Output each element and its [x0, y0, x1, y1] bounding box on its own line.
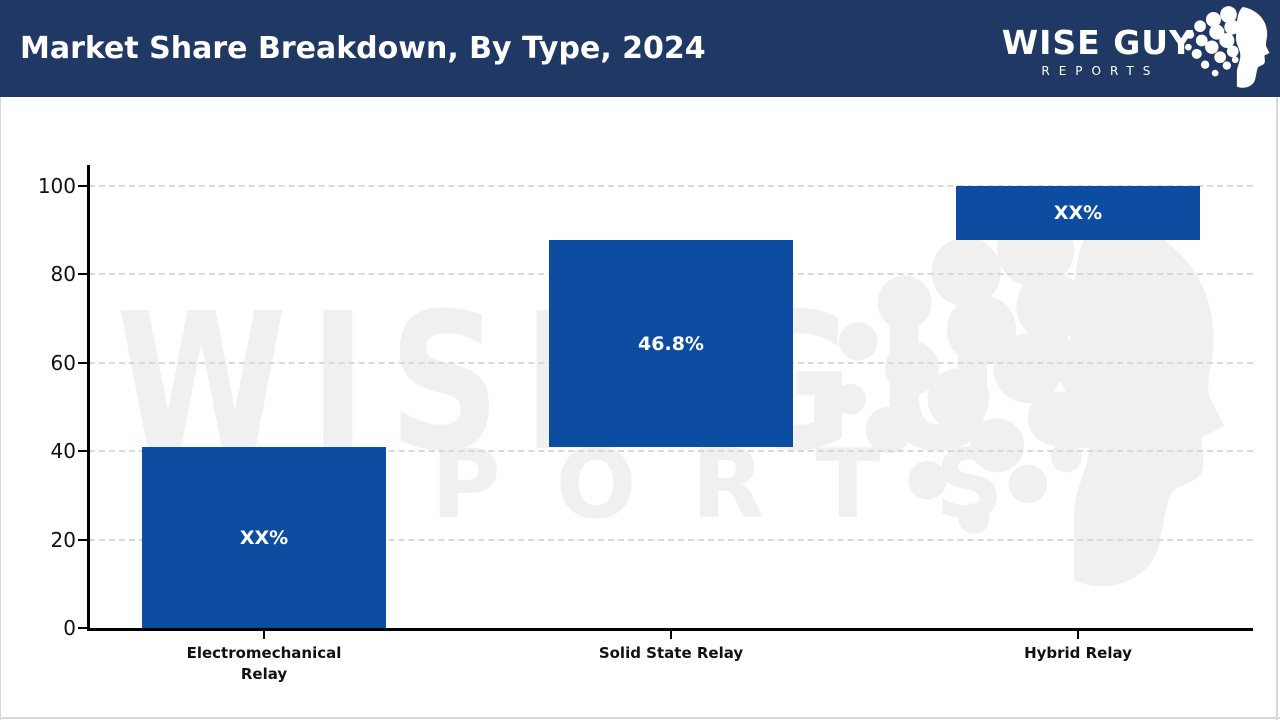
y-tick-mark	[78, 450, 89, 452]
gridline	[89, 185, 1253, 187]
page-title: Market Share Breakdown, By Type, 2024	[20, 31, 706, 66]
y-tick-mark	[78, 362, 89, 364]
gridline	[89, 539, 1253, 541]
x-axis-line	[87, 628, 1253, 631]
y-tick-mark	[78, 185, 89, 187]
logo-wordmark: WISE GUY	[1001, 23, 1194, 62]
y-tick-label: 0	[63, 616, 76, 640]
y-tick-mark	[78, 627, 89, 629]
bar-segment	[549, 240, 793, 447]
y-tick-label: 20	[50, 528, 76, 552]
gridline	[89, 450, 1253, 452]
header-banner: Market Share Breakdown, By Type, 2024 WI…	[0, 0, 1280, 97]
bar-value-label: XX%	[239, 527, 289, 549]
logo-head-icon	[1185, 6, 1270, 88]
y-tick-mark	[78, 539, 89, 541]
x-category-label: Solid State Relay	[598, 644, 744, 662]
bottom-border	[0, 717, 1280, 719]
y-tick-mark	[78, 273, 89, 275]
x-tick-mark	[670, 631, 672, 639]
left-border	[0, 97, 1, 720]
logo-subtext: REPORTS	[1041, 64, 1160, 78]
x-tick-mark	[263, 631, 265, 639]
x-category-label: Electromechanical Relay	[186, 644, 342, 683]
logo-text: WISE GUY REPORTS	[1002, 26, 1194, 78]
x-tick-mark	[1077, 631, 1079, 639]
bar-value-label: 46.8%	[638, 333, 704, 355]
bar-segment	[142, 447, 386, 628]
bar-segment	[956, 186, 1200, 240]
y-tick-label: 80	[50, 262, 76, 286]
bar-value-label: XX%	[1053, 202, 1103, 224]
y-tick-label: 60	[50, 351, 76, 375]
y-axis-line	[87, 165, 90, 631]
y-tick-label: 40	[50, 439, 76, 463]
y-tick-label: 100	[37, 174, 76, 198]
right-border	[1276, 97, 1278, 720]
x-category-label: Hybrid Relay	[1024, 644, 1132, 662]
brand-logo: WISE GUY REPORTS	[1002, 6, 1272, 90]
